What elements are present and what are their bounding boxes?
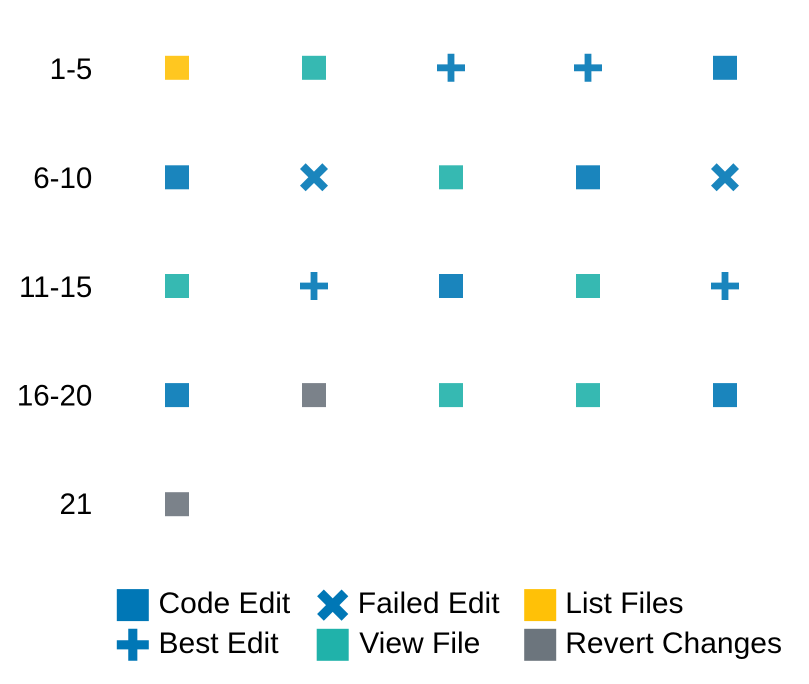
svg-text:Revert Changes: Revert Changes	[565, 627, 782, 660]
svg-text:Best Edit: Best Edit	[159, 627, 280, 660]
svg-text:1-5: 1-5	[50, 53, 93, 86]
svg-text:View File: View File	[359, 627, 480, 660]
svg-text:11-15: 11-15	[19, 271, 92, 304]
svg-text:Failed Edit: Failed Edit	[358, 587, 500, 620]
svg-text:6-10: 6-10	[33, 162, 92, 195]
svg-text:List Files: List Files	[565, 587, 683, 620]
svg-text:21: 21	[59, 488, 92, 521]
svg-text:16-20: 16-20	[17, 379, 92, 412]
svg-text:Code Edit: Code Edit	[159, 587, 291, 620]
